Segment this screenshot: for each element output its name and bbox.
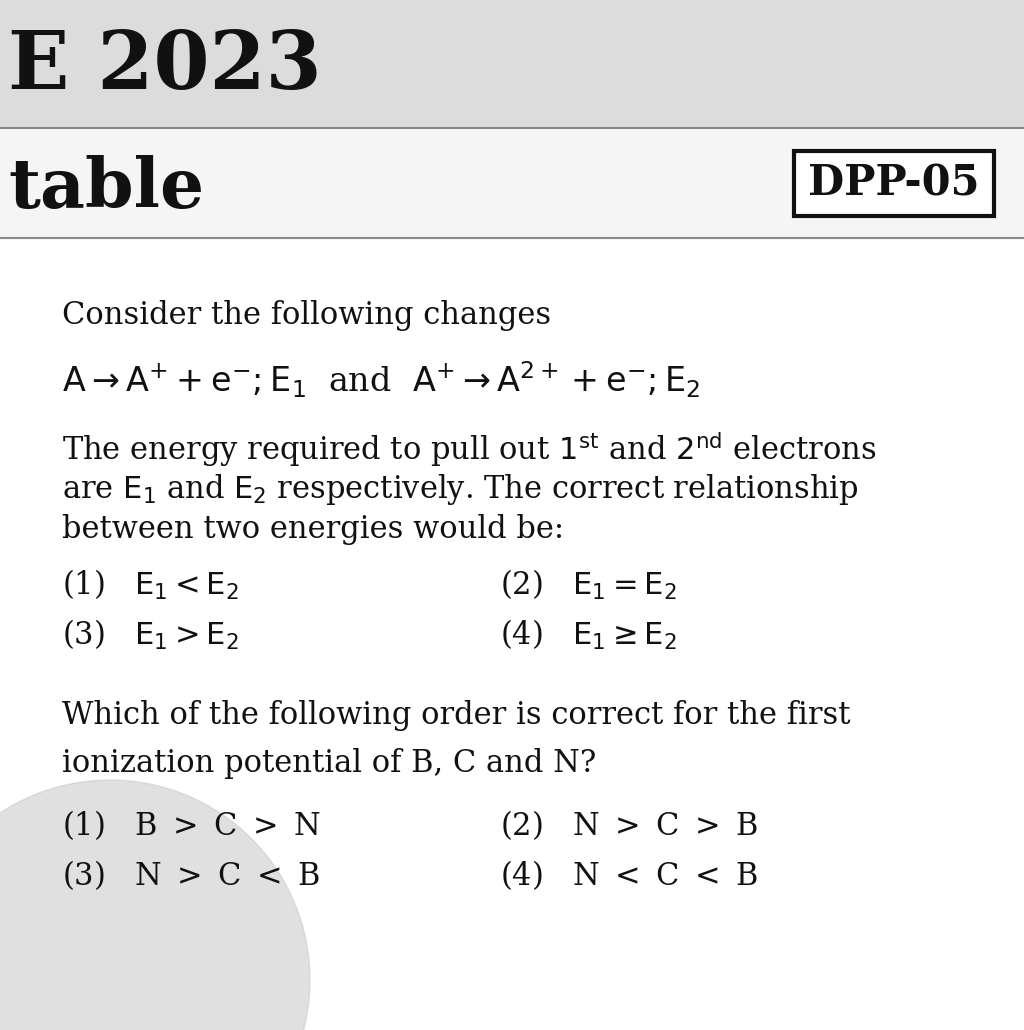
Text: are $\mathrm{E_1}$ and $\mathrm{E_2}$ respectively. The correct relationship: are $\mathrm{E_1}$ and $\mathrm{E_2}$ re… <box>62 472 858 507</box>
Text: table: table <box>8 154 204 222</box>
FancyBboxPatch shape <box>794 150 994 215</box>
Bar <box>0 238 1024 1030</box>
Text: (2)   $\mathrm{E_1 = E_2}$: (2) $\mathrm{E_1 = E_2}$ <box>500 568 677 603</box>
Text: (1)   B $>$ C $>$ N: (1) B $>$ C $>$ N <box>62 808 322 842</box>
Text: Consider the following changes: Consider the following changes <box>62 300 551 331</box>
Text: (3)   N $>$ C $<$ B: (3) N $>$ C $<$ B <box>62 858 321 892</box>
Text: (4)   N $<$ C $<$ B: (4) N $<$ C $<$ B <box>500 858 759 892</box>
Circle shape <box>0 780 310 1030</box>
Bar <box>0 0 1024 128</box>
Text: (3)   $\mathrm{E_1 > E_2}$: (3) $\mathrm{E_1 > E_2}$ <box>62 618 239 652</box>
Text: (1)   $\mathrm{E_1 < E_2}$: (1) $\mathrm{E_1 < E_2}$ <box>62 568 239 603</box>
Bar <box>0 128 1024 238</box>
Text: $\mathrm{A \rightarrow A^{+} + e^{-};E_1}$  and  $\mathrm{A^{+} \rightarrow A^{2: $\mathrm{A \rightarrow A^{+} + e^{-};E_1… <box>62 360 700 401</box>
Text: ionization potential of B, C and N?: ionization potential of B, C and N? <box>62 748 596 779</box>
Text: Which of the following order is correct for the first: Which of the following order is correct … <box>62 700 851 731</box>
Text: between two energies would be:: between two energies would be: <box>62 514 564 545</box>
Text: (2)   N $>$ C $>$ B: (2) N $>$ C $>$ B <box>500 808 759 842</box>
Text: E 2023: E 2023 <box>8 28 322 105</box>
Text: (4)   $\mathrm{E_1 \geq E_2}$: (4) $\mathrm{E_1 \geq E_2}$ <box>500 618 677 652</box>
Text: The energy required to pull out $1^{\mathsf{st}}$ and $2^{\mathsf{nd}}$ electron: The energy required to pull out $1^{\mat… <box>62 430 877 469</box>
Text: DPP-05: DPP-05 <box>808 162 980 204</box>
